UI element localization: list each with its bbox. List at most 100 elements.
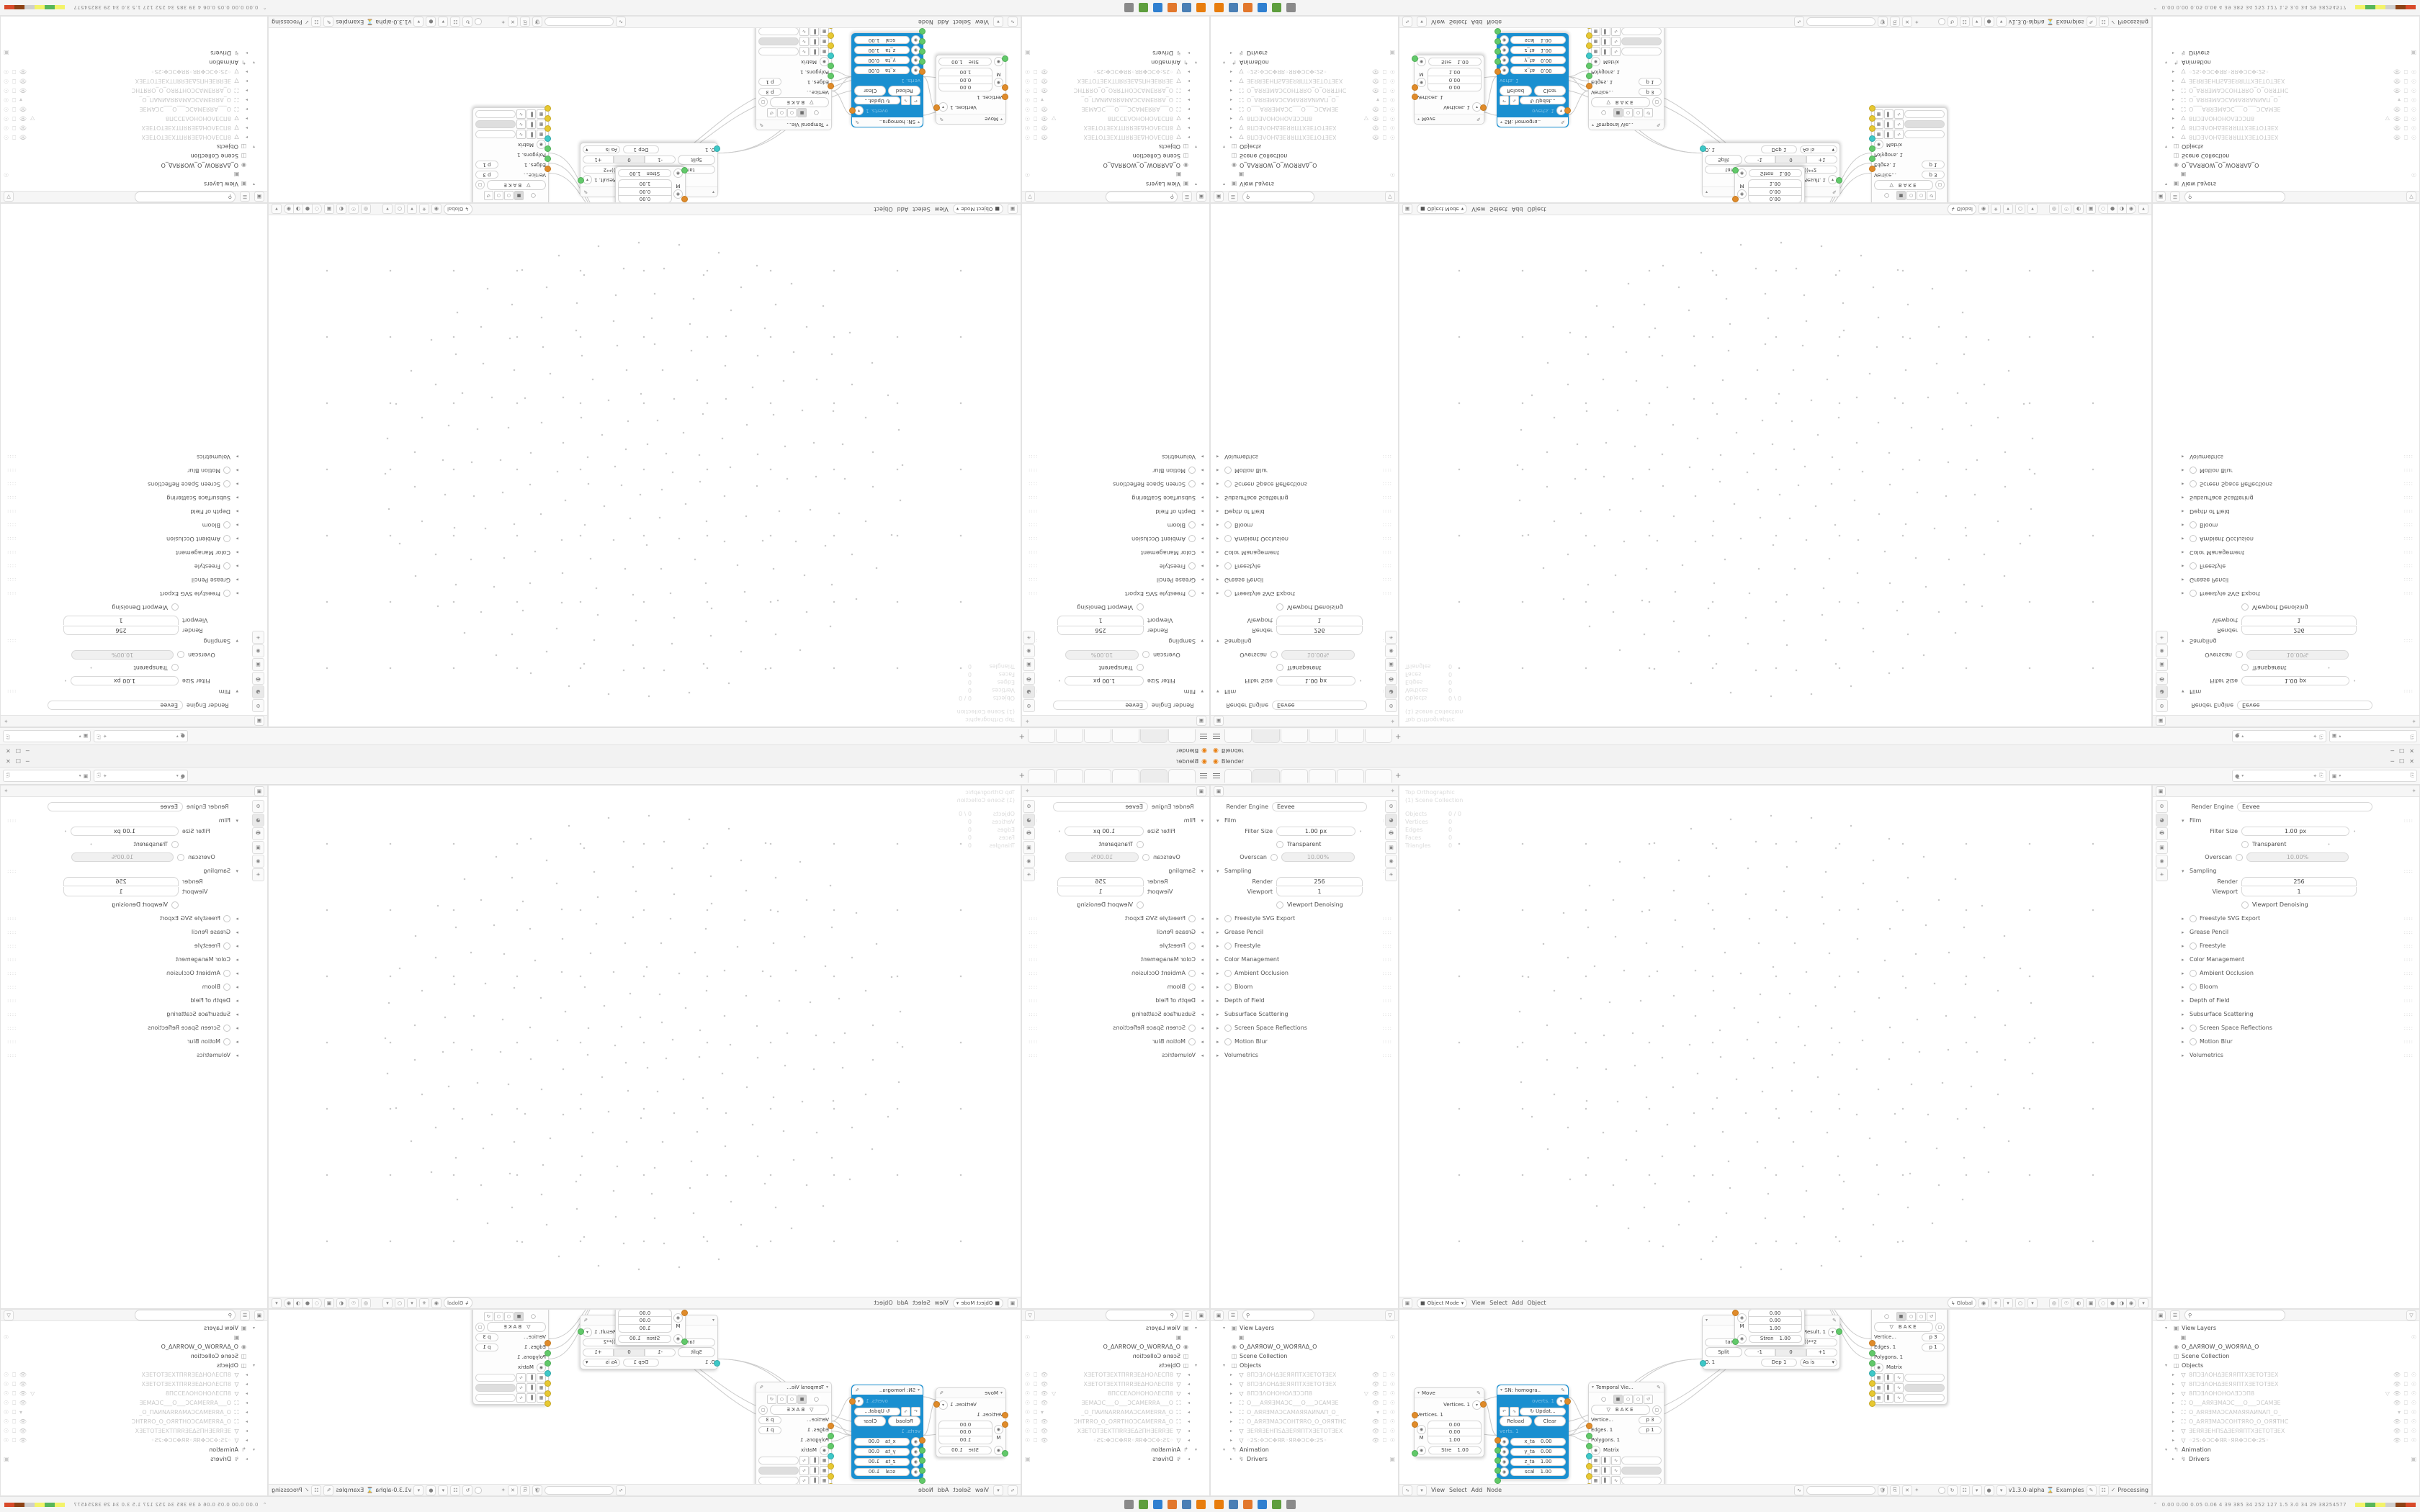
properties-panel-freestyle-svg-export[interactable]: ▸ Freestyle SVG Export:::: bbox=[2182, 588, 2414, 599]
display-value-field[interactable] bbox=[1621, 1456, 1662, 1464]
chevron-down-icon[interactable]: ▾ bbox=[2398, 96, 2401, 104]
panel-enable-checkbox[interactable] bbox=[1224, 562, 1232, 570]
3d-viewport-icon[interactable]: ▣ bbox=[1008, 1297, 1018, 1308]
rendered-icon[interactable]: ◉ bbox=[2127, 1297, 2136, 1308]
animate-dot-icon[interactable]: • bbox=[2327, 665, 2331, 671]
workspace-tab-6[interactable] bbox=[1028, 729, 1055, 743]
sverchok-icon[interactable]: ∿ bbox=[1008, 1485, 1018, 1495]
add-workspace-button[interactable]: + bbox=[1018, 772, 1025, 780]
outliner-row[interactable]: ▾ ↰ Animation bbox=[1214, 58, 1395, 67]
curve-icon[interactable]: ∿ bbox=[799, 1475, 809, 1484]
properties-panel-freestyle-svg-export[interactable]: ▸ Freestyle SVG Export:::: bbox=[1216, 588, 1392, 599]
outliner-row[interactable]: ▾ ↰ Animation bbox=[2156, 1445, 2416, 1454]
node-sn-homography[interactable]: ▾ SN: homogra.. ✎ overts. 1 ▾ ↶ ∿ ↻ Updat... Relo… bbox=[849, 28, 926, 127]
properties-panel-motion-blur[interactable]: ▸ Motion Blur:::: bbox=[1028, 465, 1204, 476]
workspace-tab-1[interactable] bbox=[1168, 729, 1196, 743]
node-temporal-viewer-2[interactable]: ▾Temporal Vie...✎◯■○○↺▽BAKE▢Vertice...p … bbox=[1869, 105, 1948, 202]
split-button[interactable]: Split bbox=[1705, 155, 1742, 165]
object-mode-dropdown[interactable]: ■ Object Mode ▾ bbox=[952, 204, 1003, 215]
maximize-button[interactable]: ☐ bbox=[15, 747, 21, 754]
render-tab-icon[interactable]: ◕ bbox=[252, 814, 264, 827]
node-canvas[interactable]: ▾ Move ✎ Vertices. 1 ▾ Vertices. 1 ◉ M 0.00 0.00 1… bbox=[269, 28, 1021, 202]
new-view-layer-icon[interactable]: ⎘ bbox=[6, 773, 10, 778]
chevron-down-icon[interactable]: ▾ bbox=[19, 1408, 22, 1416]
node-socket[interactable] bbox=[544, 1340, 551, 1346]
node-socket[interactable] bbox=[578, 177, 584, 184]
rendered-icon[interactable]: ◉ bbox=[2127, 204, 2136, 215]
copy-icon[interactable]: ⎘ bbox=[1889, 1485, 1900, 1495]
view-layer-selector[interactable]: ▣ ▾ ⎘ bbox=[3, 770, 91, 782]
color-icon[interactable]: ▌ bbox=[810, 28, 819, 37]
transparent-checkbox[interactable] bbox=[2241, 840, 2249, 848]
node-socket[interactable] bbox=[544, 166, 551, 172]
camera-icon[interactable]: ☉ bbox=[2411, 1390, 2416, 1397]
overscan-checkbox[interactable] bbox=[1270, 651, 1278, 659]
node-header[interactable]: ▾ SN: homogra.. ✎ bbox=[852, 117, 923, 127]
panel-enable-checkbox[interactable] bbox=[1224, 983, 1232, 991]
panel-enable-checkbox[interactable] bbox=[2190, 480, 2197, 488]
update-button[interactable]: ↻ Updat... bbox=[854, 1407, 900, 1416]
eye-icon[interactable]: 👁 bbox=[1040, 1436, 1049, 1444]
color-icon[interactable]: ▌ bbox=[1601, 37, 1610, 47]
outliner-row[interactable]: ▸ ▽ 8ПƆƎΛOHΔƎEЯЯПTXƎETOTƎEX 👁 ⎕ ☉ bbox=[1214, 1380, 1395, 1389]
node-socket[interactable] bbox=[1869, 1400, 1876, 1407]
properties-panel-freestyle[interactable]: ▸ Freestyle:::: bbox=[6, 940, 238, 951]
chevron-down-icon[interactable]: ▾ bbox=[1000, 117, 1003, 122]
panel-enable-checkbox[interactable] bbox=[1224, 969, 1232, 977]
node-socket[interactable] bbox=[1412, 1412, 1418, 1418]
show-faces-icon[interactable]: ○ bbox=[494, 1312, 503, 1321]
node-tree-name-field[interactable] bbox=[544, 17, 614, 27]
node-move-2[interactable]: ▾Move✎Vertices. 1▾Vertices. 1◉M0.000.001… bbox=[615, 166, 688, 202]
chevron-right-icon[interactable]: ▸ bbox=[1230, 88, 1233, 93]
color-icon[interactable]: ▌ bbox=[1884, 1382, 1894, 1392]
outliner-search-input[interactable]: ⚲ bbox=[135, 192, 236, 202]
camera-icon[interactable]: ☉ bbox=[4, 96, 9, 104]
reload-button[interactable]: Reload bbox=[888, 86, 920, 96]
chevron-down-icon[interactable]: ▾ bbox=[993, 17, 1003, 27]
properties-panel-grease-pencil[interactable]: ▸ Grease Pencil:::: bbox=[1216, 575, 1392, 585]
eye-icon[interactable]: 👁 bbox=[2393, 1418, 2401, 1425]
filter-size-field[interactable]: 1.00 px bbox=[71, 827, 179, 836]
outliner-search-input[interactable]: ⚲ bbox=[1106, 192, 1178, 202]
camera-icon[interactable]: ☉ bbox=[2411, 125, 2416, 132]
node-socket[interactable] bbox=[1836, 177, 1842, 184]
stepper-plus[interactable]: +1 bbox=[583, 1348, 614, 1356]
node-socket[interactable] bbox=[1732, 196, 1739, 202]
overscan-checkbox[interactable] bbox=[1142, 853, 1150, 861]
matrix-z-field[interactable]: 1.00 bbox=[1748, 179, 1802, 187]
script-icon[interactable]: ✎ bbox=[323, 1485, 334, 1495]
panel-enable-checkbox[interactable] bbox=[1188, 467, 1196, 474]
node-socket[interactable] bbox=[1869, 1380, 1876, 1387]
outliner-row[interactable]: ▾ ▣ View Layers bbox=[4, 179, 264, 189]
refresh-icon[interactable]: ↺ bbox=[484, 191, 493, 200]
socket-field[interactable]: p 3 bbox=[475, 1333, 498, 1341]
matrix-z-field[interactable]: 1.00 bbox=[618, 179, 672, 187]
object-mode-dropdown[interactable]: ■ Object Mode ▾ bbox=[1417, 204, 1468, 215]
camera-icon[interactable]: ☉ bbox=[2411, 1418, 2416, 1425]
pencil-icon[interactable]: ✎ bbox=[759, 1384, 763, 1390]
panel-enable-checkbox[interactable] bbox=[223, 983, 230, 991]
outliner-row[interactable]: ▸ ⛶ O_AЯЯƎMAƆCOHTЯRO_O_OЯЯTHC 👁 ⎕ ☉ bbox=[4, 86, 264, 95]
xray-icon[interactable]: ▣ bbox=[324, 1297, 334, 1308]
node-move-1[interactable]: ▾ Move ✎ Vertices. 1 ▾ Vertices. 1 ◉ M 0.00 0.00 1… bbox=[933, 1387, 1008, 1457]
stepper-value[interactable]: 0 bbox=[614, 156, 645, 164]
properties-panel-subsurface-scattering[interactable]: ▸ Subsurface Scattering:::: bbox=[2182, 1009, 2414, 1020]
chevron-right-icon[interactable]: ▸ bbox=[1187, 1457, 1190, 1462]
sverchok-icon[interactable]: ∿ bbox=[1402, 1485, 1412, 1495]
camera-icon[interactable]: ☉ bbox=[4, 1334, 9, 1341]
screen-icon[interactable]: ⎕ bbox=[2404, 1436, 2408, 1444]
add-workspace-button[interactable]: + bbox=[1395, 732, 1402, 740]
viewport-denoising-checkbox[interactable] bbox=[2241, 901, 2249, 909]
node-socket[interactable] bbox=[714, 145, 720, 152]
outliner-row[interactable]: ▸ ⛶ O_AЯЯƎMAƆCOHTЯRO_O_OЯЯTHC 👁 ⎕ ☉ bbox=[1025, 1417, 1206, 1426]
scene-tab-icon[interactable]: ◉ bbox=[2156, 855, 2168, 868]
properties-panel-volumetrics[interactable]: ▸ Volumetrics:::: bbox=[1216, 1050, 1392, 1061]
processing-check-icon[interactable]: ✓ bbox=[2110, 1487, 2116, 1493]
film-section-header[interactable]: ▾ Film :::: bbox=[1028, 815, 1204, 826]
chevron-down-icon[interactable]: ▾ bbox=[1706, 189, 1708, 194]
view-layer-tab-icon[interactable]: ▣ bbox=[2156, 841, 2168, 854]
color-icon[interactable]: ▌ bbox=[1601, 28, 1610, 37]
properties-panel-freestyle-svg-export[interactable]: ▸ Freestyle SVG Export:::: bbox=[1028, 913, 1204, 924]
curve-icon[interactable]: ∿ bbox=[1611, 47, 1621, 57]
chevron-right-icon[interactable]: ▸ bbox=[2172, 1391, 2175, 1396]
